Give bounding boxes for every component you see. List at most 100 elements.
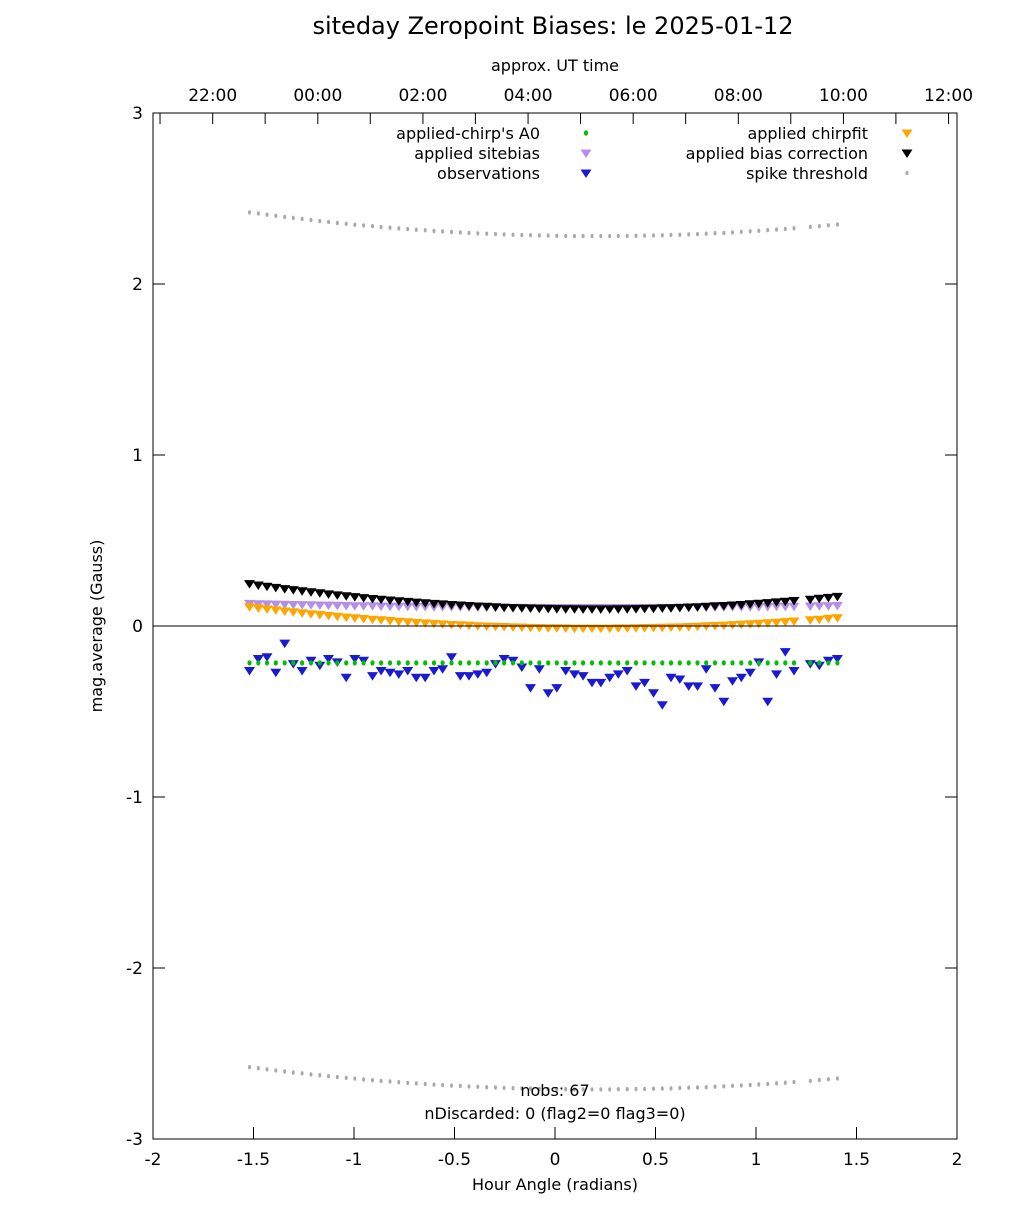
data-point-applied_bias_correction <box>340 592 352 601</box>
data-point-applied_bias_correction <box>516 604 528 613</box>
data-point-spike_threshold_lower <box>379 1078 383 1084</box>
data-point-applied_bias_correction <box>656 604 668 613</box>
data-point-applied_chirps_a0 <box>361 660 366 666</box>
data-point-spike_threshold_lower <box>678 1085 682 1091</box>
data-point-spike_threshold_upper <box>835 222 839 227</box>
data-point-spike_threshold_upper <box>379 224 383 230</box>
data-point-applied_chirpfit <box>551 624 563 633</box>
data-point-applied_bias_correction <box>410 598 422 608</box>
data-point-applied_chirps_a0 <box>484 660 489 666</box>
data-point-observations <box>252 655 264 664</box>
data-point-spike_threshold_upper <box>309 217 313 223</box>
data-point-observations <box>779 648 791 657</box>
data-point-spike_threshold_upper <box>817 224 821 229</box>
data-point-applied_chirps_a0 <box>475 660 480 666</box>
data-point-spike_threshold_lower <box>546 1086 550 1092</box>
data-point-observations <box>692 682 703 691</box>
data-point-observations <box>402 667 414 676</box>
data-point-applied_chirpfit <box>358 615 370 624</box>
data-point-spike_threshold_lower <box>599 1087 603 1092</box>
data-point-applied_chirpfit <box>525 623 536 633</box>
data-point-applied_chirps_a0 <box>308 660 314 666</box>
data-point-applied_chirps_a0 <box>423 660 428 666</box>
data-point-applied_bias_correction <box>831 592 843 602</box>
x-tick-label: -0.5 <box>438 1150 471 1170</box>
data-point-spike_threshold_lower <box>590 1087 594 1092</box>
ndiscarded-annotation: nDiscarded: 0 (flag2=0 flag3=0) <box>424 1104 685 1123</box>
data-point-applied_bias_correction <box>648 604 659 614</box>
data-point-spike_threshold_lower <box>450 1083 453 1088</box>
data-point-applied_bias_correction <box>560 605 572 614</box>
data-point-spike_threshold_upper <box>476 231 480 236</box>
data-point-applied_chirpfit <box>804 616 816 625</box>
data-point-spike_threshold_lower <box>757 1082 761 1087</box>
data-point-spike_threshold_upper <box>414 227 418 232</box>
data-point-spike_threshold_lower <box>581 1087 585 1092</box>
data-point-applied_bias_correction <box>428 599 440 609</box>
data-point-spike_threshold_upper <box>283 214 287 220</box>
data-point-applied_chirps_a0 <box>396 660 401 666</box>
data-point-applied_chirpfit <box>639 624 651 633</box>
data-point-applied_chirpfit <box>630 624 642 633</box>
data-point-applied_chirps_a0 <box>563 660 568 666</box>
data-point-spike_threshold_upper <box>590 233 594 239</box>
legend-item-applied_chirps_a0: applied-chirp's A0 <box>396 124 589 143</box>
data-point-observations <box>683 682 695 691</box>
data-point-observations <box>648 689 659 698</box>
data-point-observations <box>665 673 677 683</box>
data-point-observations <box>604 673 616 683</box>
data-point-applied_chirpfit <box>507 623 519 632</box>
data-point-applied_sitebias <box>296 601 308 610</box>
data-point-spike_threshold_lower <box>634 1086 638 1092</box>
data-point-applied_bias_correction <box>595 605 607 614</box>
ut-tick-label: 06:00 <box>609 86 658 106</box>
data-point-observations <box>437 665 449 674</box>
data-point-applied_bias_correction <box>621 605 633 614</box>
data-point-applied_sitebias <box>340 602 352 611</box>
data-point-spike_threshold_lower <box>265 1067 269 1072</box>
data-point-applied_bias_correction <box>472 602 484 611</box>
data-point-applied_chirps_a0 <box>554 660 559 666</box>
data-point-observations <box>314 661 326 671</box>
data-point-spike_threshold_lower <box>467 1084 471 1089</box>
y-tick-label: -3 <box>126 1130 143 1150</box>
data-point-spike_threshold_upper <box>318 218 322 224</box>
data-point-applied_bias_correction <box>753 599 765 609</box>
data-point-applied_bias_correction <box>551 605 563 614</box>
data-point-spike_threshold_lower <box>808 1078 812 1084</box>
legend-item-applied_bias_correction: applied bias correction <box>686 144 913 163</box>
data-point-applied_chirps_a0 <box>589 660 595 666</box>
data-point-applied_chirps_a0 <box>317 660 322 666</box>
data-point-spike_threshold_lower <box>835 1076 839 1081</box>
data-point-applied_sitebias <box>813 602 825 611</box>
data-point-applied_chirpfit <box>779 618 791 627</box>
data-point-applied_chirpfit <box>261 605 273 614</box>
legend-item-spike_threshold: spike threshold <box>746 164 909 183</box>
data-point-spike_threshold_lower <box>704 1085 708 1090</box>
data-point-spike_threshold_lower <box>731 1083 734 1089</box>
x-tick-label: -1 <box>346 1150 363 1170</box>
data-point-applied_bias_correction <box>779 597 791 607</box>
data-point-spike_threshold_upper <box>625 233 629 239</box>
nobs-annotation: nobs: 67 <box>520 1081 589 1100</box>
data-point-applied_chirps_a0 <box>405 660 410 666</box>
data-point-applied_chirps_a0 <box>502 660 507 666</box>
data-point-applied_chirps_a0 <box>440 660 445 666</box>
data-point-applied_sitebias <box>279 600 291 610</box>
data-point-spike_threshold_upper <box>704 231 708 236</box>
data-point-observations <box>542 689 554 698</box>
data-point-applied_bias_correction <box>788 597 800 606</box>
data-point-spike_threshold_upper <box>256 211 260 216</box>
data-point-applied_chirps_a0 <box>519 660 524 666</box>
data-point-applied_chirpfit <box>437 620 449 629</box>
data-point-applied_bias_correction <box>683 603 695 612</box>
data-point-observations <box>674 675 686 684</box>
x-tick-label: 0.5 <box>642 1150 669 1170</box>
data-point-applied_sitebias <box>270 600 282 610</box>
data-point-observations <box>551 684 563 693</box>
data-point-applied_chirps_a0 <box>326 660 331 666</box>
data-point-applied_chirpfit <box>586 624 598 634</box>
data-point-applied_bias_correction <box>700 602 712 612</box>
data-point-applied_sitebias <box>367 602 378 611</box>
data-point-applied_bias_correction <box>419 599 431 608</box>
